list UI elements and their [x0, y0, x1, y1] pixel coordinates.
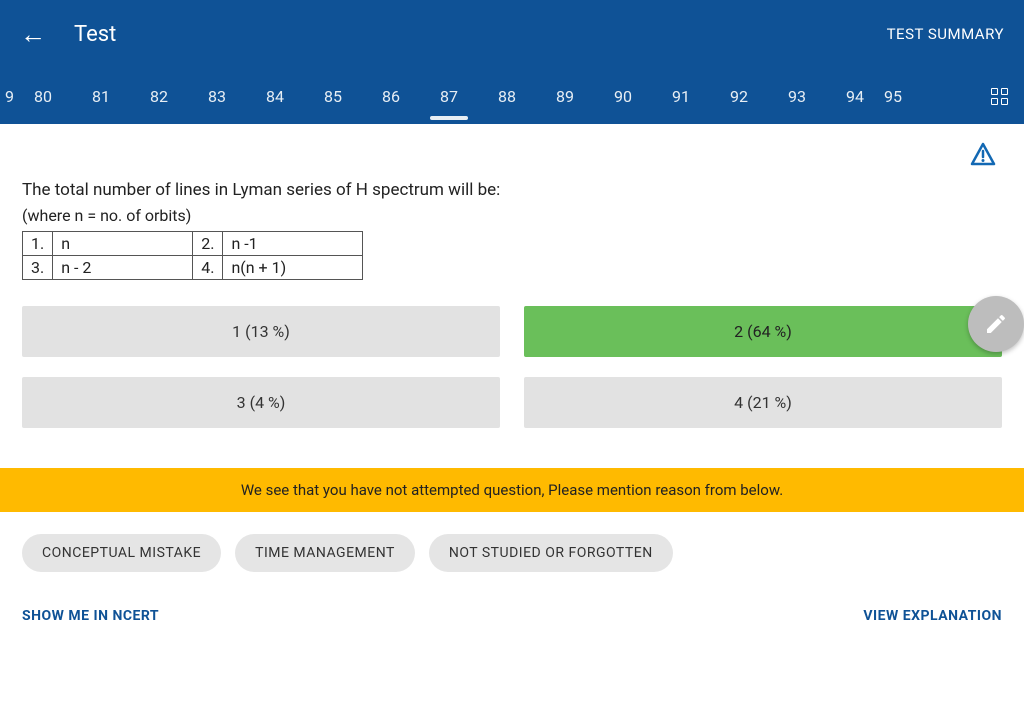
- question-nav: 9 80818283848586878889909192939495: [0, 68, 1024, 124]
- page-title: Test: [74, 22, 116, 47]
- content-area: The total number of lines in Lyman serie…: [0, 124, 1024, 624]
- qnav-item[interactable]: 93: [768, 73, 826, 120]
- qnav-item[interactable]: 85: [304, 73, 362, 120]
- qnav-item[interactable]: 87: [420, 73, 478, 120]
- answer-option[interactable]: 3 (4 %): [22, 377, 500, 428]
- qnav-item[interactable]: 82: [130, 73, 188, 120]
- cell: 3.: [23, 255, 53, 279]
- qnav-item[interactable]: 92: [710, 73, 768, 120]
- cell: n(n + 1): [223, 255, 363, 279]
- not-attempted-banner: We see that you have not attempted quest…: [0, 468, 1024, 512]
- qnav-item[interactable]: 81: [72, 73, 130, 120]
- reason-button[interactable]: TIME MANAGEMENT: [235, 534, 415, 572]
- footer-row: SHOW ME IN NCERT VIEW EXPLANATION: [22, 608, 1002, 624]
- test-summary-link[interactable]: TEST SUMMARY: [887, 25, 1004, 43]
- table-row: 3. n - 2 4. n(n + 1): [23, 255, 363, 279]
- qnav-item[interactable]: 91: [652, 73, 710, 120]
- report-flag-icon[interactable]: [970, 142, 996, 170]
- qnav-item[interactable]: 90: [594, 73, 652, 120]
- qnav-item[interactable]: 89: [536, 73, 594, 120]
- app-header: ← Test TEST SUMMARY: [0, 0, 1024, 68]
- cell: n - 2: [53, 255, 193, 279]
- qnav-item[interactable]: 84: [246, 73, 304, 120]
- qnav-item[interactable]: 83: [188, 73, 246, 120]
- reason-buttons: CONCEPTUAL MISTAKE TIME MANAGEMENT NOT STU…: [22, 534, 1002, 572]
- edit-fab-icon[interactable]: [968, 296, 1024, 352]
- question-subtext: (where n = no. of orbits): [22, 206, 1002, 225]
- back-arrow-icon[interactable]: ←: [20, 19, 46, 50]
- reason-button[interactable]: CONCEPTUAL MISTAKE: [22, 534, 221, 572]
- flag-row: [22, 124, 1002, 178]
- answer-option[interactable]: 1 (13 %): [22, 306, 500, 357]
- cell: 1.: [23, 231, 53, 255]
- table-row: 1. n 2. n -1: [23, 231, 363, 255]
- question-nav-list[interactable]: 9 80818283848586878889909192939495: [0, 73, 984, 120]
- cell: n -1: [223, 231, 363, 255]
- answer-option[interactable]: 4 (21 %): [524, 377, 1002, 428]
- qnav-item-partial[interactable]: 9: [0, 73, 14, 120]
- cell: 4.: [193, 255, 223, 279]
- show-in-ncert-link[interactable]: SHOW ME IN NCERT: [22, 608, 159, 624]
- header-left: ← Test: [20, 19, 116, 50]
- qnav-item[interactable]: 80: [14, 73, 72, 120]
- grid-view-icon[interactable]: [984, 88, 1024, 105]
- qnav-item-partial[interactable]: 95: [884, 73, 914, 120]
- reason-button[interactable]: NOT STUDIED OR FORGOTTEN: [429, 534, 673, 572]
- answers-grid: 1 (13 %) 2 (64 %) 3 (4 %) 4 (21 %): [22, 306, 1002, 428]
- question-text: The total number of lines in Lyman serie…: [22, 178, 1002, 204]
- view-explanation-link[interactable]: VIEW EXPLANATION: [863, 608, 1002, 624]
- qnav-item[interactable]: 86: [362, 73, 420, 120]
- cell: 2.: [193, 231, 223, 255]
- options-table: 1. n 2. n -1 3. n - 2 4. n(n + 1): [22, 231, 363, 280]
- cell: n: [53, 231, 193, 255]
- answer-option[interactable]: 2 (64 %): [524, 306, 1002, 357]
- qnav-item[interactable]: 88: [478, 73, 536, 120]
- qnav-item[interactable]: 94: [826, 73, 884, 120]
